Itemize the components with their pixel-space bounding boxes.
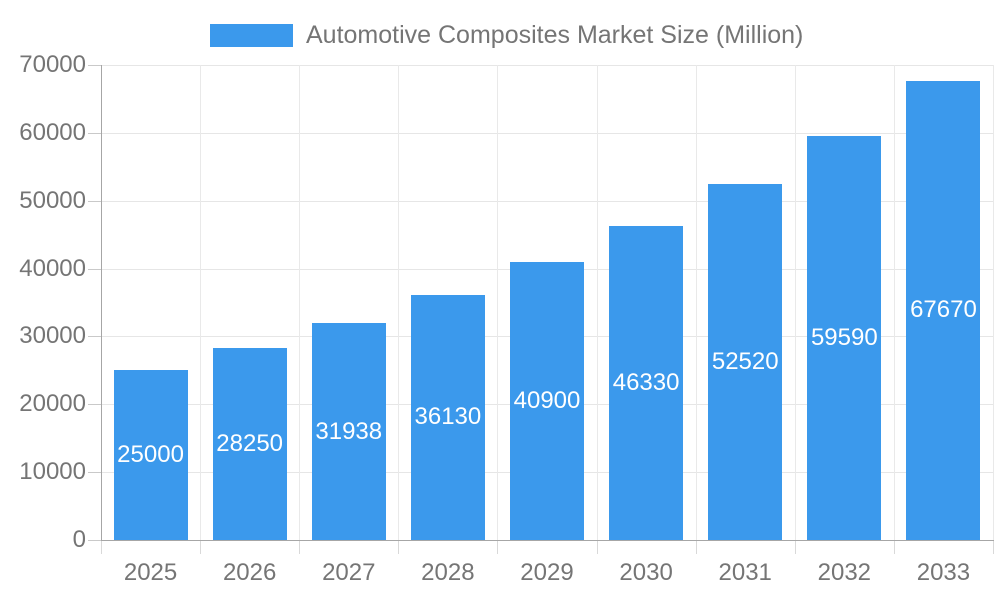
x-axis-tick — [893, 541, 895, 554]
bar-value-label: 40900 — [513, 387, 581, 415]
x-axis-label: 2025 — [123, 559, 178, 586]
bar-value-label: 25000 — [117, 441, 184, 469]
y-axis-label: 30000 — [19, 322, 86, 350]
y-axis-tick — [88, 268, 101, 270]
bar-value-label: 28250 — [216, 430, 284, 458]
x-axis-tick — [596, 541, 598, 554]
bar[interactable] — [708, 183, 783, 540]
x-gridline — [299, 65, 301, 540]
y-axis-label: 0 — [72, 526, 86, 553]
bar-value-label: 36130 — [414, 403, 482, 431]
x-axis-tick — [299, 541, 301, 554]
x-axis-label: 2027 — [322, 559, 376, 586]
y-axis-label: 70000 — [19, 51, 86, 78]
x-axis-label: 2030 — [619, 559, 673, 586]
x-axis-tick — [794, 541, 796, 554]
legend-label: Automotive Composites Market Size (Milli… — [306, 21, 804, 49]
bar-value-label: 52520 — [711, 347, 779, 375]
bar[interactable] — [113, 370, 188, 540]
x-axis-tick — [695, 541, 697, 554]
y-axis-tick — [88, 472, 101, 474]
x-axis-tick — [497, 541, 499, 554]
x-axis-tick — [101, 541, 102, 554]
x-axis-label: 2031 — [718, 559, 772, 586]
y-axis-label: 40000 — [19, 254, 86, 282]
y-axis-label: 60000 — [19, 118, 86, 146]
x-axis-label: 2033 — [916, 559, 971, 586]
bar-value-label: 46330 — [612, 368, 680, 396]
x-gridline — [497, 65, 499, 540]
bar[interactable] — [807, 135, 882, 540]
y-axis-tick — [88, 65, 101, 66]
x-gridline — [596, 65, 598, 540]
x-gridline — [794, 65, 796, 540]
bar[interactable] — [410, 294, 485, 540]
bar-value-label: 59590 — [810, 323, 878, 351]
y-axis-label: 10000 — [19, 458, 86, 486]
bar[interactable] — [311, 323, 386, 540]
y-axis-label: 20000 — [19, 390, 86, 418]
x-axis-label: 2032 — [817, 559, 872, 586]
x-axis-tick — [200, 541, 202, 554]
y-axis-tick — [88, 540, 101, 541]
legend: Automotive Composites Market Size (Milli… — [210, 21, 803, 50]
y-axis-tick — [88, 132, 101, 134]
y-axis-line — [101, 65, 102, 554]
x-axis-baseline — [101, 540, 994, 541]
y-axis-tick — [88, 336, 101, 338]
y-axis-tick — [88, 404, 101, 406]
bar[interactable] — [906, 80, 981, 540]
x-gridline — [893, 65, 895, 540]
legend-swatch — [210, 24, 293, 47]
y-gridline — [101, 65, 993, 66]
x-axis-tick — [993, 541, 994, 554]
x-axis-label: 2026 — [222, 559, 277, 586]
x-gridline — [695, 65, 697, 540]
bar-value-label: 31938 — [315, 417, 383, 445]
x-gridline — [398, 65, 400, 540]
bar[interactable] — [212, 348, 287, 540]
x-axis-tick — [398, 541, 400, 554]
x-axis-label: 2028 — [421, 559, 475, 586]
y-axis-label: 50000 — [19, 186, 86, 214]
x-axis-label: 2029 — [520, 559, 574, 586]
bar[interactable] — [609, 225, 684, 540]
y-gridline — [101, 200, 993, 202]
y-gridline — [101, 132, 993, 134]
x-gridline — [993, 65, 994, 540]
bar[interactable] — [510, 262, 584, 540]
y-axis-tick — [88, 200, 101, 202]
bar-value-label: 67670 — [910, 296, 977, 324]
x-gridline — [200, 65, 202, 540]
